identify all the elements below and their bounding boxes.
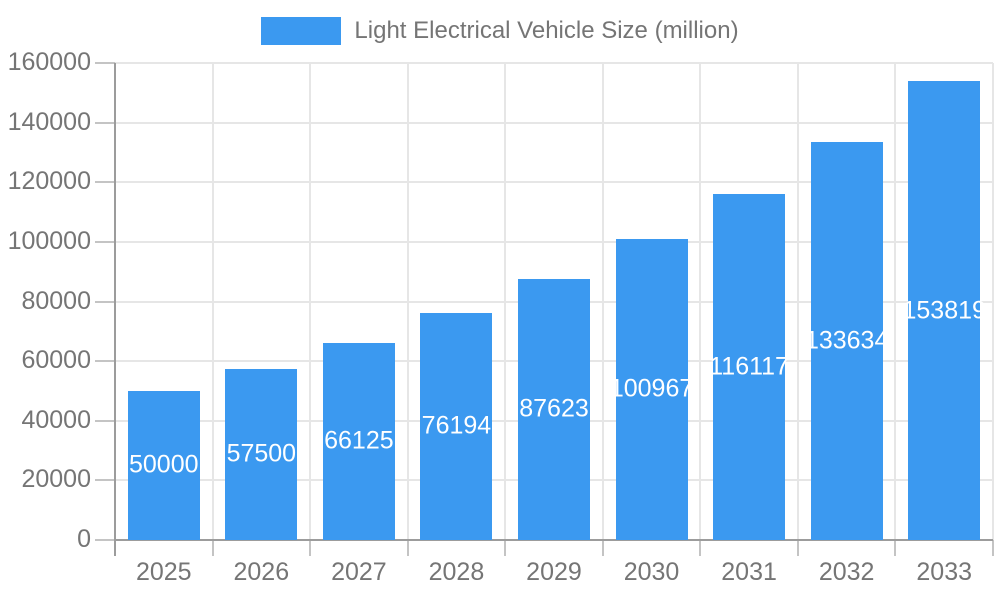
x-axis-tick [309,540,312,556]
bar-value-label: 50000 [129,450,199,479]
x-axis-tick [211,540,214,556]
y-axis-tick [95,62,115,64]
bar[interactable] [420,312,493,540]
y-axis-tick-label: 160000 [7,48,91,76]
bar-value-label: 153819 [902,296,986,325]
bar[interactable] [127,390,200,540]
y-axis-tick [95,240,115,243]
gridline-vertical [406,63,409,540]
x-axis-tick-label: 2029 [526,558,582,586]
y-axis-line [114,63,116,556]
x-axis-tick [992,540,994,556]
gridline-vertical [504,63,507,540]
gridline-horizontal [115,181,993,184]
gridline-vertical [211,63,214,540]
bar-value-label: 76194 [421,411,492,440]
legend-swatch [261,17,342,45]
bar[interactable] [908,81,981,540]
x-axis-tick [504,540,507,556]
y-axis-tick-label: 20000 [21,465,91,494]
bar[interactable] [810,141,883,540]
bar-value-label: 133634 [804,326,889,355]
gridline-vertical [992,63,994,540]
gridline-vertical [796,63,799,540]
gridline-horizontal [115,121,993,124]
bar[interactable] [713,193,786,540]
y-axis-tick [95,300,115,303]
bar[interactable] [518,278,590,540]
bar[interactable] [225,368,298,540]
x-axis-tick-label: 2030 [623,558,680,586]
gridline-horizontal [115,62,993,64]
legend-item[interactable]: Light Electrical Vehicle Size (million) [0,14,1000,48]
y-axis-tick [95,121,115,124]
x-axis-tick [406,540,409,556]
gridline-vertical [309,63,312,540]
y-axis-tick-label: 80000 [21,286,91,315]
y-axis-tick-label: 140000 [7,107,91,136]
x-axis-tick-label: 2026 [233,558,290,586]
x-axis-line [115,539,993,541]
x-axis-tick-label: 2025 [135,558,192,586]
y-axis-tick-label: 40000 [21,405,91,434]
gridline-vertical [699,63,702,540]
x-axis-tick [601,540,604,556]
y-axis-tick [95,419,115,422]
x-axis-tick-label: 2027 [331,558,387,586]
bar[interactable] [322,342,395,540]
y-axis-tick [95,539,115,541]
x-axis-tick-label: 2031 [721,558,777,586]
x-axis-tick-label: 2032 [818,558,875,586]
x-axis-tick [796,540,799,556]
bar-value-label: 116117 [709,352,789,381]
bar-value-label: 66125 [324,426,394,455]
gridline-vertical [894,63,897,540]
bar[interactable] [615,238,688,540]
bar-value-label: 57500 [226,439,297,468]
y-axis-tick-label: 60000 [21,346,91,375]
y-axis-tick-label: 0 [77,525,91,553]
x-axis-tick [699,540,702,556]
y-axis-tick [95,479,115,482]
bar-value-label: 87623 [519,394,589,423]
legend-label: Light Electrical Vehicle Size (million) [354,17,739,44]
x-axis-tick-label: 2033 [916,558,973,586]
bar-value-label: 100967 [609,374,694,403]
y-axis-tick [95,181,115,184]
y-axis-tick-label: 100000 [7,226,91,255]
y-axis-tick-label: 120000 [7,167,91,196]
gridline-vertical [601,63,604,540]
gridline-horizontal [115,240,993,243]
y-axis-tick [95,360,115,363]
x-axis-tick [894,540,897,556]
x-axis-tick-label: 2028 [428,558,485,586]
